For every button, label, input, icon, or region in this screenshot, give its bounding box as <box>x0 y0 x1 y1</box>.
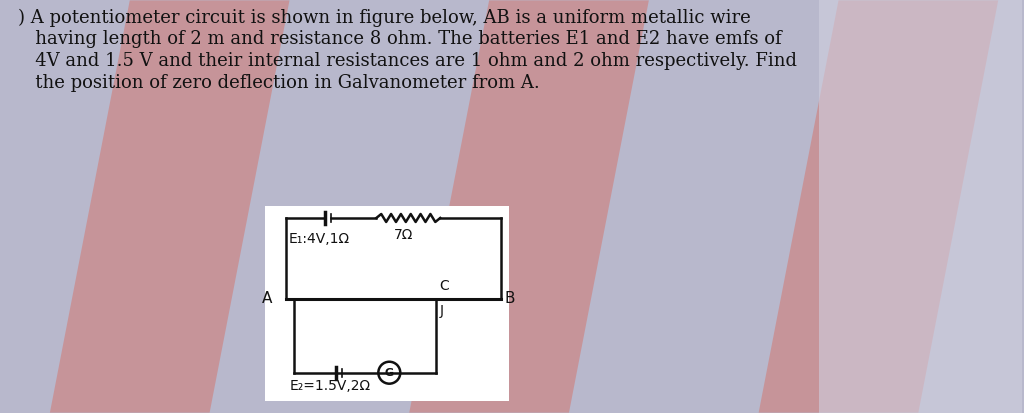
Text: J: J <box>439 304 443 318</box>
Text: A: A <box>262 291 272 306</box>
Text: G: G <box>385 368 394 378</box>
Text: having length of 2 m and resistance 8 ohm. The batteries E1 and E2 have emfs of: having length of 2 m and resistance 8 oh… <box>18 30 781 48</box>
Text: 4V and 1.5 V and their internal resistances are 1 ohm and 2 ohm respectively. Fi: 4V and 1.5 V and their internal resistan… <box>18 52 797 70</box>
Text: 7Ω: 7Ω <box>394 228 414 242</box>
Polygon shape <box>264 206 509 401</box>
Polygon shape <box>818 0 1022 413</box>
Text: C: C <box>439 279 449 293</box>
Text: the position of zero deflection in Galvanometer from A.: the position of zero deflection in Galva… <box>18 74 540 92</box>
Text: E₂=1.5V,2Ω: E₂=1.5V,2Ω <box>290 379 371 393</box>
Polygon shape <box>50 0 290 413</box>
Text: ) A potentiometer circuit is shown in figure below, AB is a uniform metallic wir: ) A potentiometer circuit is shown in fi… <box>18 8 751 26</box>
Text: E₁:4V,1Ω: E₁:4V,1Ω <box>289 232 349 246</box>
Text: B: B <box>504 291 515 306</box>
Polygon shape <box>759 0 998 413</box>
Polygon shape <box>410 0 649 413</box>
